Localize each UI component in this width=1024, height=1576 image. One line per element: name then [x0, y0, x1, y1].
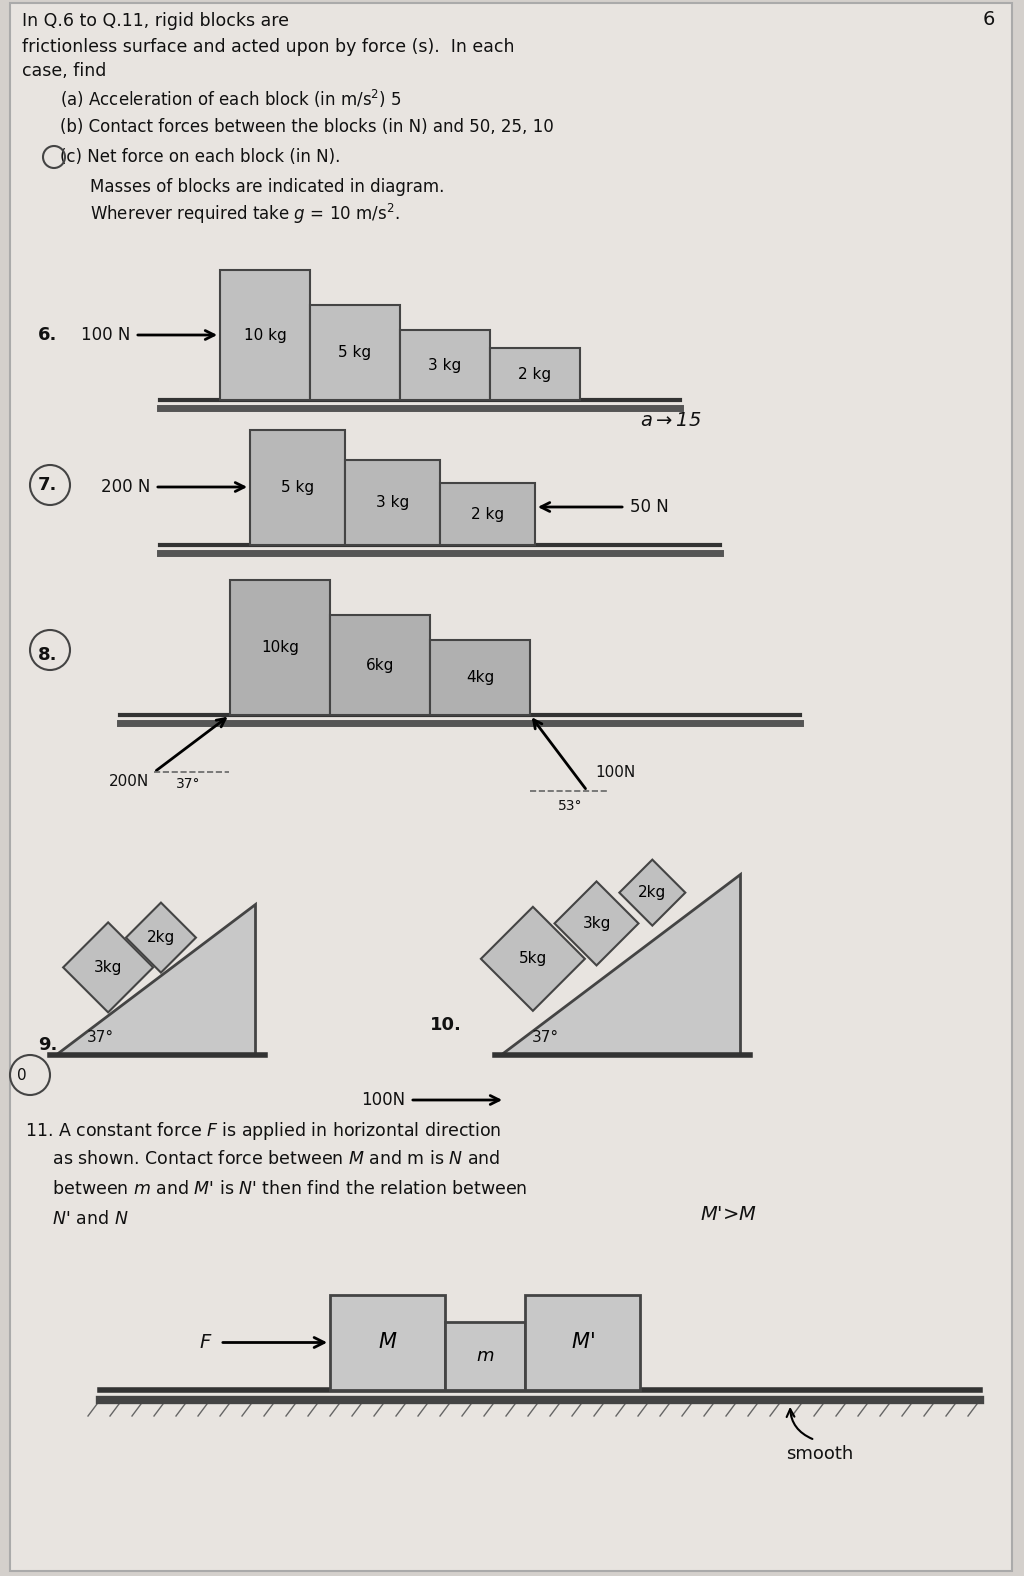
Text: 10kg: 10kg [261, 640, 299, 656]
Bar [445, 1322, 525, 1390]
Text: 2kg: 2kg [146, 930, 175, 946]
Bar [310, 306, 400, 400]
Polygon shape [63, 922, 154, 1012]
Polygon shape [620, 859, 685, 925]
Bar [345, 460, 440, 545]
Text: frictionless surface and acted upon by force (s).  In each: frictionless surface and acted upon by f… [22, 38, 514, 57]
Text: 0: 0 [17, 1067, 27, 1083]
Polygon shape [126, 903, 196, 972]
Bar [330, 1295, 445, 1390]
Bar [230, 580, 330, 716]
Bar [525, 1295, 640, 1390]
Text: 3kg: 3kg [583, 916, 610, 931]
Text: 100N: 100N [360, 1091, 406, 1110]
Bar [440, 482, 535, 545]
Text: 3 kg: 3 kg [376, 495, 410, 511]
Text: (a) Acceleration of each block (in m/s$^2$) 5: (a) Acceleration of each block (in m/s$^… [60, 88, 401, 110]
Text: 200N: 200N [109, 774, 150, 790]
Text: Masses of blocks are indicated in diagram.: Masses of blocks are indicated in diagra… [90, 178, 444, 195]
Text: 37°: 37° [532, 1031, 559, 1045]
Text: 50 N: 50 N [630, 498, 669, 515]
Text: 2kg: 2kg [638, 886, 667, 900]
Text: 6: 6 [983, 9, 995, 28]
Bar [400, 329, 490, 400]
Text: 100N: 100N [595, 766, 636, 780]
Text: 5kg: 5kg [519, 952, 547, 966]
Bar [330, 615, 430, 716]
Text: $a\rightarrow$15: $a\rightarrow$15 [640, 410, 701, 430]
Text: $F$: $F$ [199, 1333, 212, 1352]
Text: $M$: $M$ [378, 1332, 397, 1352]
Bar [490, 348, 580, 400]
Text: as shown. Contact force between $M$ and m is $N$ and: as shown. Contact force between $M$ and … [25, 1150, 501, 1168]
Text: 10 kg: 10 kg [244, 328, 287, 342]
Text: 8.: 8. [38, 646, 57, 663]
Polygon shape [55, 905, 255, 1054]
Text: Wherever required take $g$ = 10 m/s$^2$.: Wherever required take $g$ = 10 m/s$^2$. [90, 202, 399, 225]
Text: $M$'>$M$: $M$'>$M$ [700, 1206, 757, 1225]
Polygon shape [481, 906, 585, 1010]
Text: 3kg: 3kg [94, 960, 122, 976]
Text: 37°: 37° [87, 1031, 114, 1045]
Text: (b) Contact forces between the blocks (in N) and 50, 25, 10: (b) Contact forces between the blocks (i… [60, 118, 554, 136]
Text: 53°: 53° [558, 799, 583, 813]
Text: 11. A constant force $F$ is applied in horizontal direction: 11. A constant force $F$ is applied in h… [25, 1121, 502, 1143]
Polygon shape [555, 881, 639, 966]
Polygon shape [500, 875, 740, 1054]
Text: 2 kg: 2 kg [471, 506, 504, 522]
Text: $m$: $m$ [476, 1347, 495, 1365]
Text: 200 N: 200 N [100, 478, 150, 496]
Text: $M$': $M$' [570, 1332, 594, 1352]
FancyArrowPatch shape [786, 1409, 812, 1439]
Bar [250, 430, 345, 545]
Text: 37°: 37° [176, 777, 201, 791]
Text: 3 kg: 3 kg [428, 358, 462, 372]
Text: 6.: 6. [38, 326, 57, 344]
Bar [220, 269, 310, 400]
Bar [430, 640, 530, 716]
Text: 9.: 9. [38, 1035, 57, 1054]
Text: 7.: 7. [38, 476, 57, 493]
Text: 100 N: 100 N [81, 326, 130, 344]
Text: 4kg: 4kg [466, 670, 495, 686]
Text: (c) Net force on each block (in N).: (c) Net force on each block (in N). [60, 148, 340, 165]
Text: In Q.6 to Q.11, rigid blocks are: In Q.6 to Q.11, rigid blocks are [22, 13, 289, 30]
Text: $N$' and $N$: $N$' and $N$ [25, 1210, 129, 1228]
Text: smooth: smooth [786, 1445, 854, 1463]
Text: 10.: 10. [430, 1017, 462, 1034]
Text: 2 kg: 2 kg [518, 367, 552, 381]
Text: 5 kg: 5 kg [339, 345, 372, 359]
Text: case, find: case, find [22, 61, 106, 80]
Text: 6kg: 6kg [366, 657, 394, 673]
Text: 5 kg: 5 kg [281, 481, 314, 495]
Text: between $m$ and $M$' is $N$' then find the relation between: between $m$ and $M$' is $N$' then find t… [25, 1180, 527, 1198]
